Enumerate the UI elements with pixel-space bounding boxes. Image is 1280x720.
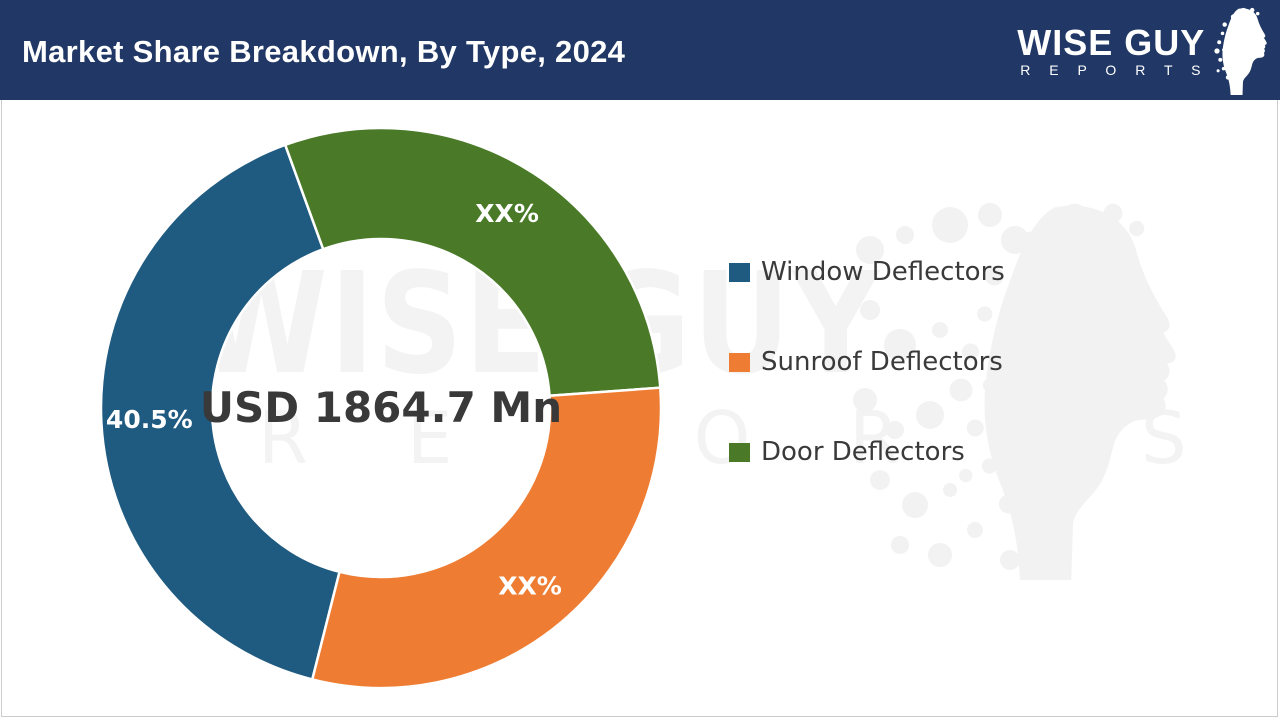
page-title: Market Share Breakdown, By Type, 2024 [22,34,626,69]
wiseguy-head-icon [1210,7,1268,95]
legend-swatch-window-deflectors [729,262,750,282]
legend-swatch-sunroof-deflectors [729,352,750,372]
segment-window-deflectors [99,143,341,681]
legend-swatch-door-deflectors [729,442,750,462]
segment-label-door-deflectors: XX% [475,199,539,228]
legend-label: Door Deflectors [761,437,965,467]
segment-door-deflectors [283,126,662,397]
header: Market Share Breakdown, By Type, 2024 WI… [0,0,1280,100]
legend-label: Sunroof Deflectors [761,347,1003,377]
legend-label: Window Deflectors [761,257,1005,287]
brand-subtitle: R E P O R T S [1020,62,1208,78]
brand-logo: WISE GUY R E P O R T S [1017,6,1268,96]
legend-item-window-deflectors: Window Deflectors [729,253,1005,291]
segment-label-sunroof-deflectors: XX% [498,571,562,600]
center-value: USD 1864.7 Mn [199,383,563,432]
brand-name: WISE GUY [1017,22,1206,63]
segment-sunroof-deflectors [311,386,663,690]
legend-item-sunroof-deflectors: Sunroof Deflectors [729,343,1003,381]
segment-label-window-deflectors: 40.5% [106,405,193,434]
legend-item-door-deflectors: Door Deflectors [729,433,965,471]
